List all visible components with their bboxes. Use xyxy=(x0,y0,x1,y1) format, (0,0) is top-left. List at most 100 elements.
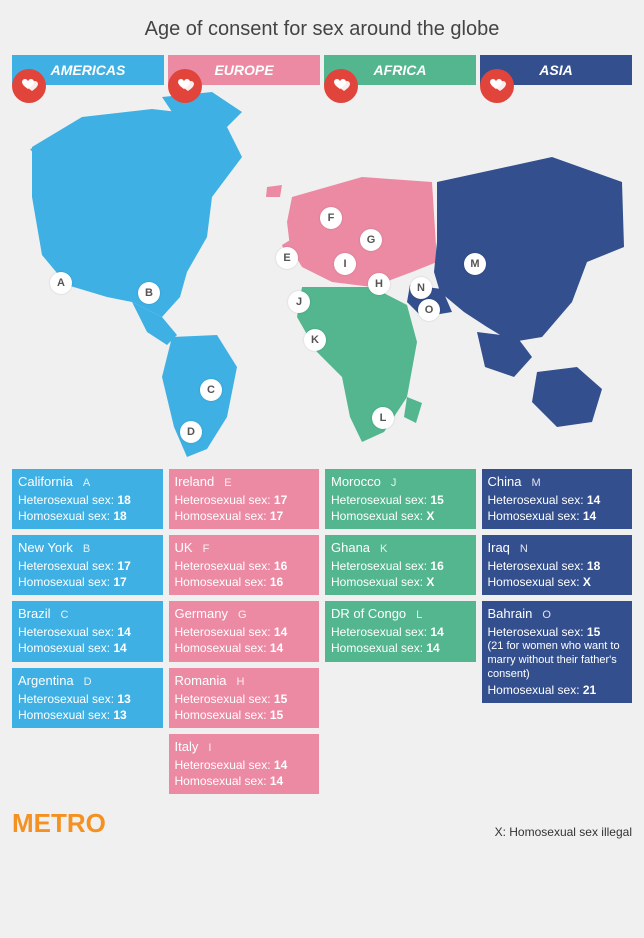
homo-row: Homosexual sex: 14 xyxy=(175,640,314,656)
hetero-row: Heterosexual sex: 14 xyxy=(175,624,314,640)
hetero-row: Heterosexual sex: 15 xyxy=(488,624,627,640)
place-name: China xyxy=(488,473,522,491)
place-letter: L xyxy=(416,608,422,623)
place-letter: H xyxy=(237,675,245,690)
page-title: Age of consent for sex around the globe xyxy=(12,18,632,41)
map-marker-L: L xyxy=(372,407,394,429)
homo-row: Homosexual sex: 15 xyxy=(175,707,314,723)
place-letter: F xyxy=(203,542,210,557)
map-marker-I: I xyxy=(334,253,356,275)
hetero-row: Heterosexual sex: 14 xyxy=(488,492,627,508)
homo-row: Homosexual sex: 21 xyxy=(488,682,627,698)
place-letter: G xyxy=(238,608,247,623)
hetero-row: Heterosexual sex: 18 xyxy=(488,558,627,574)
hearts-icon xyxy=(480,69,514,103)
hetero-row: Heterosexual sex: 14 xyxy=(18,624,157,640)
hetero-row: Heterosexual sex: 17 xyxy=(175,492,314,508)
data-grid: California A Heterosexual sex: 18Homosex… xyxy=(12,469,632,794)
homo-row: Homosexual sex: X xyxy=(331,508,470,524)
map-marker-N: N xyxy=(410,277,432,299)
infographic-page: Age of consent for sex around the globe … xyxy=(0,0,644,855)
place-letter: J xyxy=(391,476,397,491)
hetero-row: Heterosexual sex: 16 xyxy=(331,558,470,574)
data-cell: Romania H Heterosexual sex: 15Homosexual… xyxy=(169,668,320,728)
hetero-row: Heterosexual sex: 13 xyxy=(18,691,157,707)
data-cell: Argentina D Heterosexual sex: 13Homosexu… xyxy=(12,668,163,728)
hearts-icon xyxy=(168,69,202,103)
column-europe: Ireland E Heterosexual sex: 17 Homosexual… xyxy=(169,469,320,794)
data-cell: New York B Heterosexual sex: 17Homosexua… xyxy=(12,535,163,595)
data-cell: Italy I Heterosexual sex: 14Homosexual s… xyxy=(169,734,320,794)
homo-row: Homosexual sex: 14 xyxy=(488,508,627,524)
hetero-row: Heterosexual sex: 14 xyxy=(175,757,314,773)
map-marker-A: A xyxy=(50,272,72,294)
map-asia xyxy=(407,157,624,427)
place-name: Ghana xyxy=(331,539,370,557)
hetero-row: Heterosexual sex: 18 xyxy=(18,492,157,508)
map-marker-F: F xyxy=(320,207,342,229)
hetero-row: Heterosexual sex: 15 xyxy=(175,691,314,707)
data-cell: Brazil C Heterosexual sex: 14Homosexual … xyxy=(12,601,163,661)
data-cell: California A Heterosexual sex: 18Homosex… xyxy=(12,469,163,529)
place-letter: D xyxy=(84,675,92,690)
data-cell: Ghana K Heterosexual sex: 16Homosexual s… xyxy=(325,535,476,595)
map-svg xyxy=(12,77,632,467)
homo-row: Homosexual sex: 17 xyxy=(18,574,157,590)
place-name: Morocco xyxy=(331,473,381,491)
homo-row: Homosexual sex: 13 xyxy=(18,707,157,723)
place-letter: K xyxy=(380,542,387,557)
data-cell: Germany G Heterosexual sex: 14Homosexual… xyxy=(169,601,320,661)
place-letter: C xyxy=(61,608,69,623)
place-name: Ireland xyxy=(175,473,215,491)
hetero-row: Heterosexual sex: 16 xyxy=(175,558,314,574)
hetero-row: Heterosexual sex: 17 xyxy=(18,558,157,574)
legend-text: X: Homosexual sex illegal xyxy=(495,825,632,839)
column-asia: China M Heterosexual sex: 14Homosexual s… xyxy=(482,469,633,794)
place-name: Germany xyxy=(175,605,228,623)
place-letter: I xyxy=(208,741,211,756)
map-europe xyxy=(282,177,437,287)
world-map: ABCDEFGHIJKLMNO xyxy=(12,77,632,467)
data-cell: Iraq N Heterosexual sex: 18Homosexual se… xyxy=(482,535,633,595)
data-cell: China M Heterosexual sex: 14Homosexual s… xyxy=(482,469,633,529)
place-name: Bahrain xyxy=(488,605,533,623)
place-letter: B xyxy=(83,542,90,557)
region-label: AFRICA xyxy=(374,62,427,78)
map-africa xyxy=(297,287,422,442)
map-marker-C: C xyxy=(200,379,222,401)
region-label: EUROPE xyxy=(214,62,273,78)
homo-row: Homosexual sex: 14 xyxy=(175,773,314,789)
column-americas: California A Heterosexual sex: 18 Homosex… xyxy=(12,469,163,794)
place-name: DR of Congo xyxy=(331,605,406,623)
data-cell: Bahrain O Heterosexual sex: 15(21 for wo… xyxy=(482,601,633,702)
hetero-row: Heterosexual sex: 15 xyxy=(331,492,470,508)
brand-logo: METRO xyxy=(12,808,106,839)
place-name: Iraq xyxy=(488,539,510,557)
data-cell: UK F Heterosexual sex: 16Homosexual sex:… xyxy=(169,535,320,595)
homo-row: Homosexual sex: 16 xyxy=(175,574,314,590)
place-letter: O xyxy=(542,608,551,623)
homo-row: Homosexual sex: X xyxy=(488,574,627,590)
map-marker-J: J xyxy=(288,291,310,313)
hearts-icon xyxy=(324,69,358,103)
homo-row: Homosexual sex: 14 xyxy=(331,640,470,656)
map-marker-B: B xyxy=(138,282,160,304)
place-name: Italy xyxy=(175,738,199,756)
place-name: Romania xyxy=(175,672,227,690)
column-africa: Morocco J Heterosexual sex: 15Homosexual… xyxy=(325,469,476,794)
map-marker-K: K xyxy=(304,329,326,351)
data-cell: Morocco J Heterosexual sex: 15Homosexual… xyxy=(325,469,476,529)
map-marker-O: O xyxy=(418,299,440,321)
place-name: California xyxy=(18,473,73,491)
map-marker-G: G xyxy=(360,229,382,251)
data-cell: Ireland E Heterosexual sex: 17Homosexual… xyxy=(169,469,320,529)
place-letter: M xyxy=(531,476,540,491)
place-letter: A xyxy=(83,476,90,491)
place-name: Argentina xyxy=(18,672,74,690)
map-marker-E: E xyxy=(276,247,298,269)
place-name: Brazil xyxy=(18,605,51,623)
place-name: UK xyxy=(175,539,193,557)
place-letter: E xyxy=(224,476,231,491)
data-cell: DR of Congo L Heterosexual sex: 14Homose… xyxy=(325,601,476,661)
homo-row: Homosexual sex: 14 xyxy=(18,640,157,656)
